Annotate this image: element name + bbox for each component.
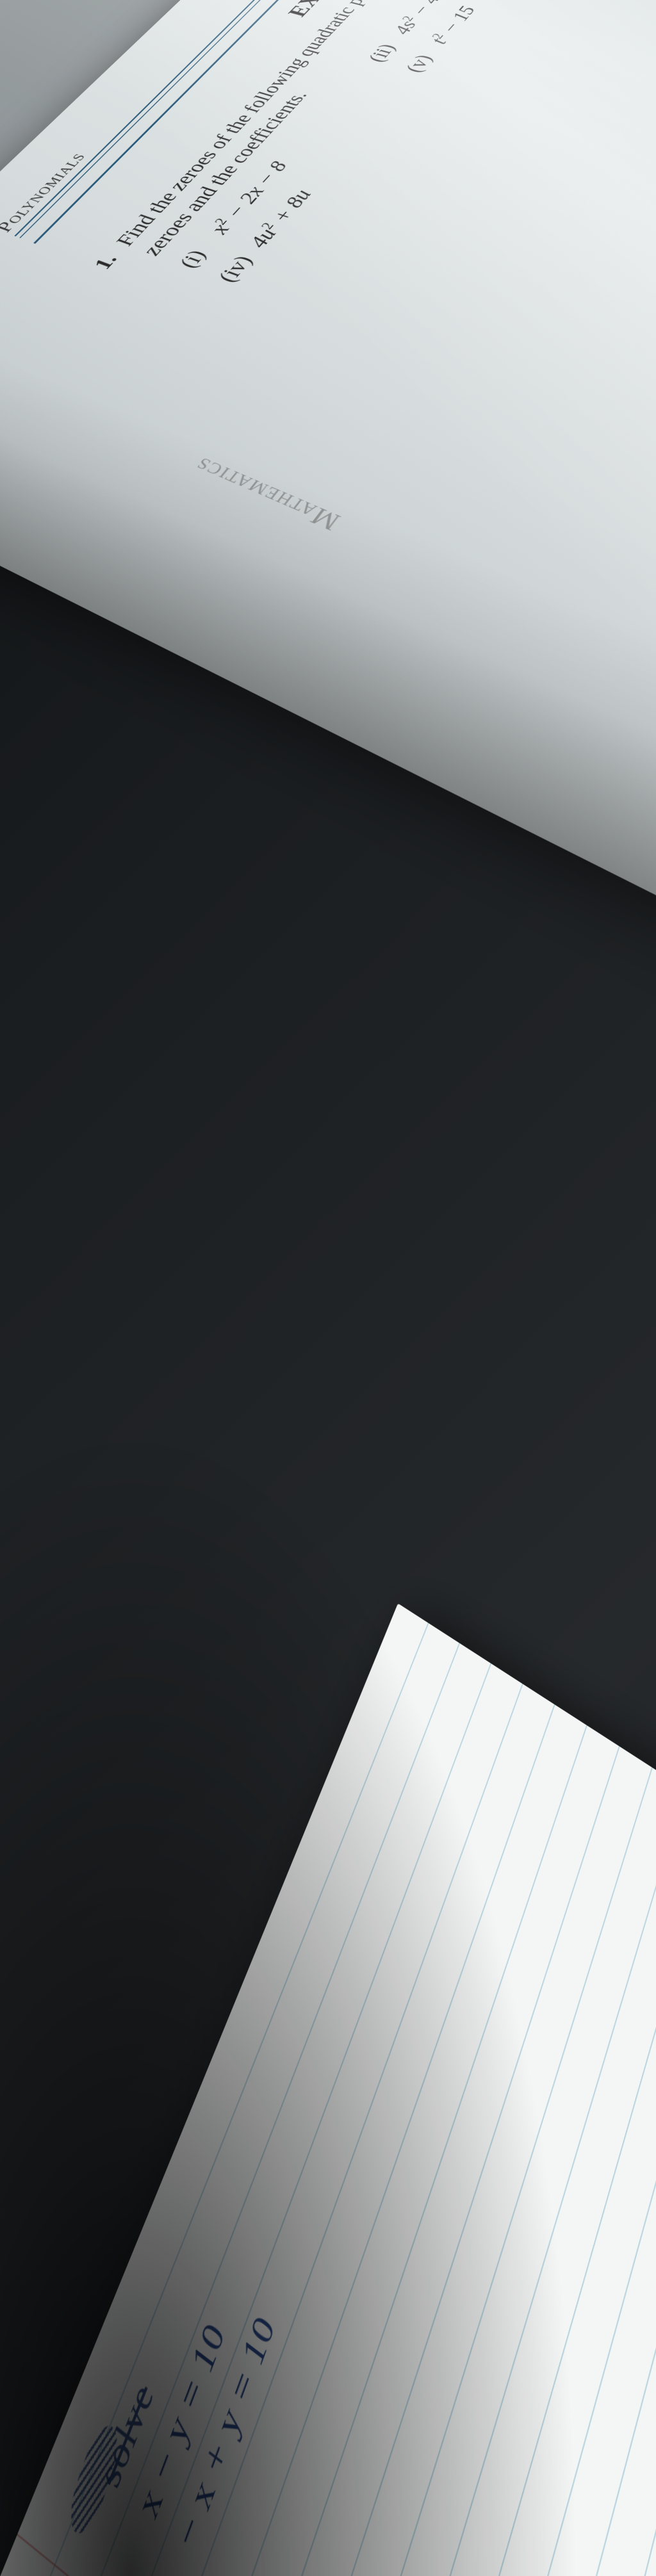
option-label: (i) [173, 234, 224, 271]
option-label: (v) [400, 45, 445, 75]
textbook-page: Mathematics Polynomials 33 EXERCISE 2.2 … [0, 0, 656, 940]
notebook-line-3: − x + y = 10 [165, 1709, 503, 2560]
photo-scene: Mathematics Polynomials 33 EXERCISE 2.2 … [0, 0, 656, 2576]
notebook-line-2: x − y = 10 [127, 1689, 471, 2529]
handwriting-notebook: solve x − y = 10 − x + y = 10 [0, 1603, 656, 2576]
option-label: (ii) [363, 35, 407, 64]
book-spine-label: Mathematics [186, 452, 346, 537]
option-label: (iv) [212, 248, 263, 286]
